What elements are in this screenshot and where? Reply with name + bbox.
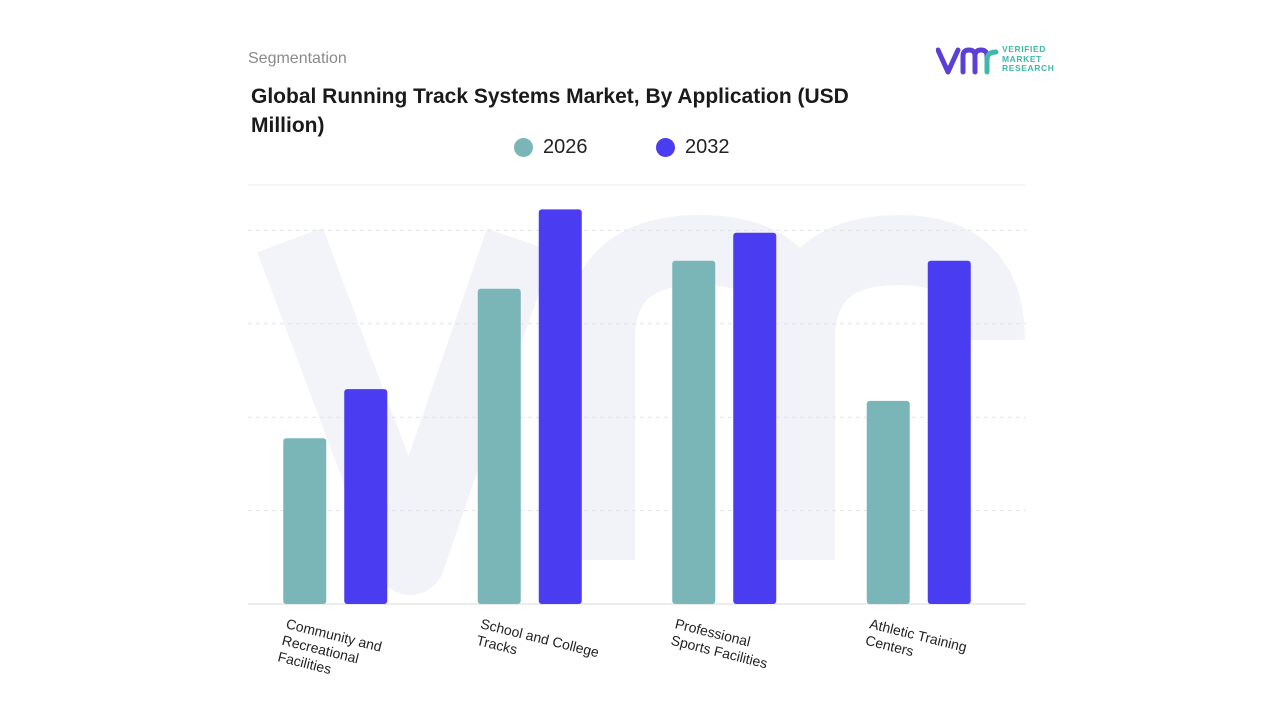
chart-legend: 2026 2032 xyxy=(0,136,1280,160)
logo-line-verified: VERIFIED xyxy=(1002,44,1047,54)
x-tick-label-2: ProfessionalSports Facilities xyxy=(669,615,773,671)
bar-2032-1 xyxy=(538,209,582,604)
logo-line-market: MARKET xyxy=(1002,53,1042,64)
bar-2026-1 xyxy=(477,288,521,604)
x-tick-label-0: Community andRecreationalFacilities xyxy=(276,615,383,687)
legend-label-2032: 2032 xyxy=(685,136,730,158)
legend-swatch-2032 xyxy=(656,138,675,157)
x-axis-labels: Community andRecreationalFacilities Schoo… xyxy=(276,615,969,687)
bar-2032-3 xyxy=(927,260,971,604)
segmentation-label: Segmentation xyxy=(248,50,347,67)
legend-label-2026: 2026 xyxy=(543,136,588,158)
bars xyxy=(283,209,971,605)
legend-swatch-2026 xyxy=(514,138,533,157)
bar-2032-2 xyxy=(733,232,777,605)
bar-2026-2 xyxy=(672,260,716,604)
legend-item-2032: 2032 xyxy=(656,136,730,159)
legend-item-2026: 2026 xyxy=(514,136,588,159)
chart-title: Global Running Track Systems Market, By … xyxy=(251,85,849,137)
logo-line-research: RESEARCH xyxy=(1002,63,1055,73)
vmr-logo-icon xyxy=(936,47,999,75)
bar-2026-0 xyxy=(283,438,327,604)
logo-text: VERIFIED MARKET RESEARCH xyxy=(1002,44,1055,74)
x-tick-label-3: Athletic TrainingCenters xyxy=(864,615,969,671)
bar-2032-0 xyxy=(344,389,388,604)
bar-2026-3 xyxy=(866,400,910,604)
x-tick-label-1: School and CollegeTracks xyxy=(475,615,601,676)
